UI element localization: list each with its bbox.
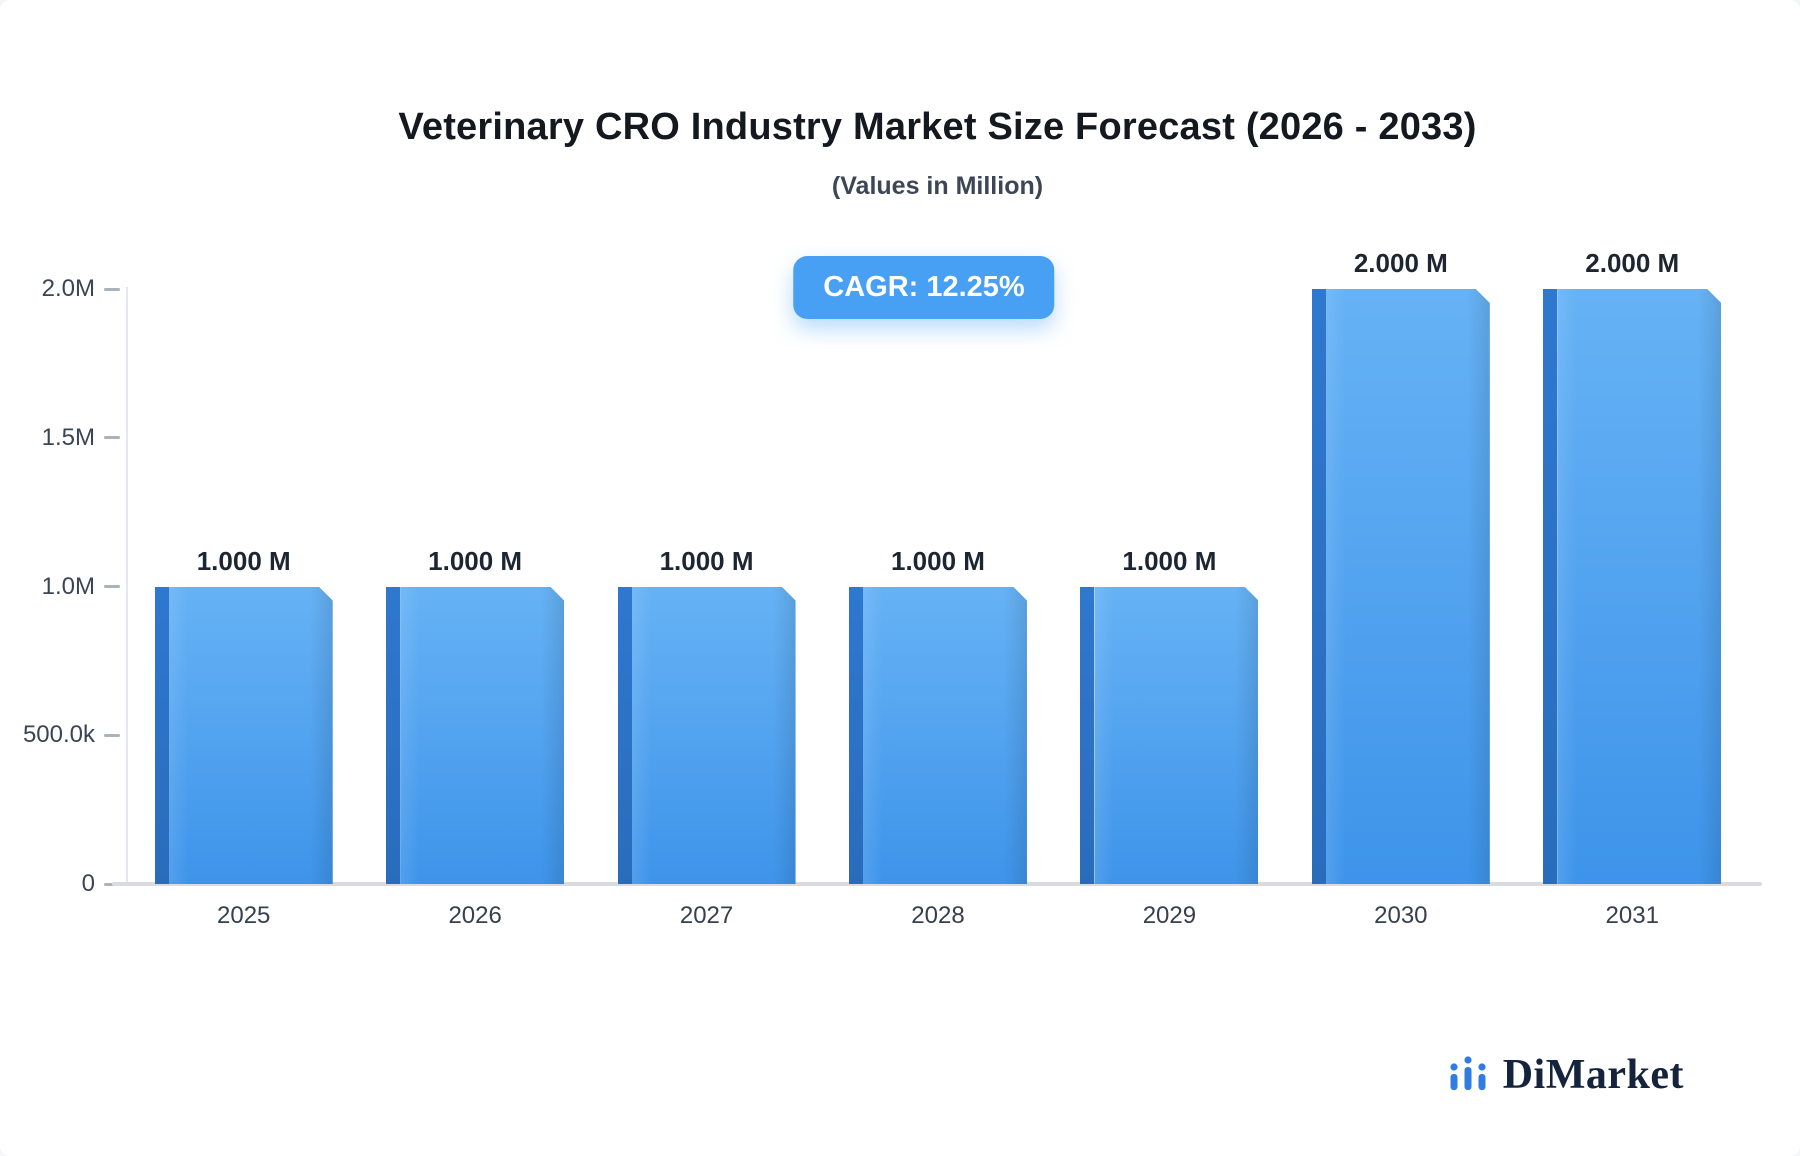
- y-tick-mark: [104, 287, 120, 291]
- y-axis: 0 500.0k 1.0M 1.5M 2.0M: [0, 275, 120, 897]
- bar-slot-2031: 2.000 M: [1517, 248, 1748, 884]
- bar-slot-2027: 1.000 M: [591, 289, 822, 884]
- brand-logo: DiMarket: [1445, 1050, 1684, 1096]
- plot-area: 1.000 M 1.000 M 1.000 M 1.000 M 1.000 M 2.000…: [128, 248, 1748, 884]
- y-tick-label: 1.0M: [41, 572, 95, 600]
- bar-2027: 1.000 M: [617, 546, 796, 885]
- bar-value-label: 1.000 M: [196, 545, 291, 576]
- x-label-2030: 2030: [1374, 902, 1428, 929]
- bar-front-face: [169, 587, 333, 885]
- y-tick-1.5M: 1.5M: [42, 424, 120, 452]
- bar-chart-logo-icon: [1445, 1050, 1491, 1096]
- y-tick-mark: [104, 436, 120, 440]
- x-label-2026: 2026: [448, 902, 502, 929]
- chart-subtitle: (Values in Million): [831, 172, 1044, 200]
- y-tick-label: 500.0k: [22, 721, 95, 749]
- x-label-2029: 2029: [1142, 902, 1197, 929]
- x-axis-labels: 2025 2026 2027 2028 2029 2030 2031: [128, 902, 1748, 930]
- bar-side-face: [617, 586, 632, 884]
- x-axis-line: [112, 882, 1762, 886]
- y-tick-label: 0: [81, 870, 95, 897]
- y-tick-2.0M: 2.0M: [42, 275, 120, 303]
- bar-side-face: [154, 586, 169, 884]
- y-tick-mark: [104, 585, 120, 588]
- brand-name: DiMarket: [1502, 1052, 1684, 1098]
- bar-front-face: [1094, 587, 1258, 885]
- bar-value-label: 2.000 M: [1585, 248, 1680, 278]
- x-label-2025: 2025: [217, 902, 271, 929]
- bar-side-face: [1543, 289, 1558, 884]
- y-tick-500.0k: 500.0k: [23, 721, 120, 749]
- bar-2025: 1.000 M: [154, 546, 333, 885]
- bar-side-face: [1080, 586, 1095, 884]
- bar-slot-2029: 1.000 M: [1054, 289, 1285, 884]
- y-tick-mark: [104, 733, 120, 737]
- bar-value-label: 1.000 M: [659, 545, 754, 576]
- bar-slot-2030: 2.000 M: [1285, 248, 1516, 884]
- bar-2026: 1.000 M: [386, 546, 564, 885]
- bar-slot-2025: 1.000 M: [128, 289, 359, 884]
- x-label-2028: 2028: [911, 902, 965, 929]
- x-label-2031: 2031: [1605, 902, 1659, 929]
- bar-slot-2026: 1.000 M: [359, 289, 590, 884]
- y-tick-1.0M: 1.0M: [42, 573, 120, 601]
- bar-2029: 1.000 M: [1080, 546, 1258, 885]
- bar-2031: 2.000 M: [1543, 248, 1721, 884]
- x-label-2027: 2027: [679, 902, 734, 929]
- chart-title: Veterinary CRO Industry Market Size Fore…: [398, 106, 1477, 148]
- bar-value-label: 2.000 M: [1353, 248, 1448, 278]
- bar-side-face: [386, 586, 401, 884]
- bar-front-face: [1557, 289, 1721, 884]
- bar-side-face: [848, 586, 863, 884]
- bar-value-label: 1.000 M: [428, 545, 523, 576]
- bar-front-face: [632, 587, 796, 885]
- bar-side-face: [1311, 289, 1326, 884]
- bar-slot-2028: 1.000 M: [822, 289, 1053, 884]
- bar-value-label: 1.000 M: [890, 545, 985, 576]
- y-tick-label: 1.5M: [41, 423, 95, 451]
- cagr-badge: CAGR: 12.25%: [793, 256, 1055, 319]
- bar-front-face: [400, 587, 564, 885]
- y-tick-label: 2.0M: [41, 275, 95, 302]
- bar-front-face: [863, 587, 1027, 885]
- bar-2030: 2.000 M: [1311, 248, 1490, 884]
- bar-2028: 1.000 M: [848, 546, 1027, 885]
- bar-value-label: 1.000 M: [1122, 545, 1217, 576]
- y-axis-line: [126, 287, 128, 884]
- bar-front-face: [1326, 289, 1490, 884]
